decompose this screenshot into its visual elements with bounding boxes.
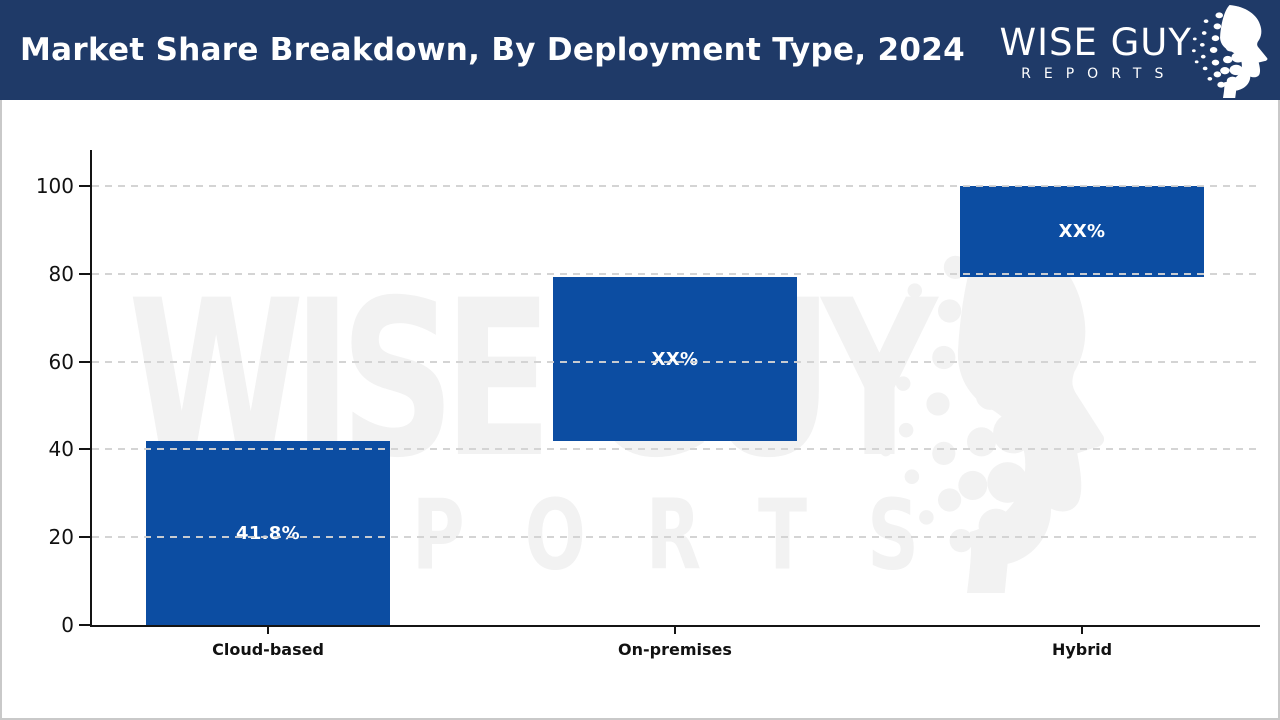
y-tick-label: 0 — [61, 613, 74, 637]
gridline — [92, 536, 1260, 539]
y-tick-label: 100 — [35, 174, 74, 198]
y-tick-mark — [79, 448, 90, 451]
y-tick-mark — [79, 185, 90, 187]
bar-cloud-based: 41.8% — [146, 441, 390, 625]
logo-wordmark: WISE GUY REPORTS — [999, 21, 1192, 82]
plot-area: 0 20 40 60 80 100 41.8% Cloud-based XX% On-premis… — [36, 150, 1260, 659]
x-tick-mark — [674, 627, 676, 634]
bar-value-label: XX% — [651, 348, 699, 370]
x-category-label: On-premises — [618, 640, 732, 659]
bar-value-label: 41.8% — [236, 522, 300, 544]
y-tick-mark — [79, 536, 90, 539]
x-category-label: Hybrid — [1051, 640, 1113, 659]
bar-hybrid: XX% — [960, 186, 1204, 278]
bar-on-premises: XX% — [553, 277, 797, 442]
chart-title: Market Share Breakdown, By Deployment Ty… — [20, 32, 965, 68]
logo-brand-name: WISE GUY — [999, 21, 1192, 65]
chart-canvas: WISE GUY REPORTS 0 20 40 60 80 100 41.8% Cloud-… — [0, 100, 1280, 720]
gridline — [92, 185, 1260, 187]
x-tick-mark — [1081, 627, 1083, 634]
y-tick-mark — [79, 360, 90, 363]
head-dots-icon — [1191, 4, 1268, 98]
header-banner: Market Share Breakdown, By Deployment Ty… — [0, 0, 1280, 100]
x-tick-mark — [267, 627, 269, 634]
y-tick-mark — [79, 272, 90, 275]
logo-brand-subtitle: REPORTS — [1021, 65, 1177, 82]
y-tick-label: 60 — [48, 349, 74, 374]
wise-guy-logo: WISE GUY REPORTS — [1000, 2, 1270, 98]
y-tick-label: 80 — [48, 261, 74, 286]
gridline — [92, 272, 1260, 275]
gridline — [92, 448, 1260, 451]
y-tick-label: 20 — [48, 525, 74, 550]
x-category-label: Cloud-based — [212, 640, 324, 659]
gridline — [92, 360, 1260, 363]
bar-value-label: XX% — [1058, 221, 1106, 243]
y-tick-mark — [79, 624, 90, 626]
y-tick-label: 40 — [48, 437, 74, 462]
